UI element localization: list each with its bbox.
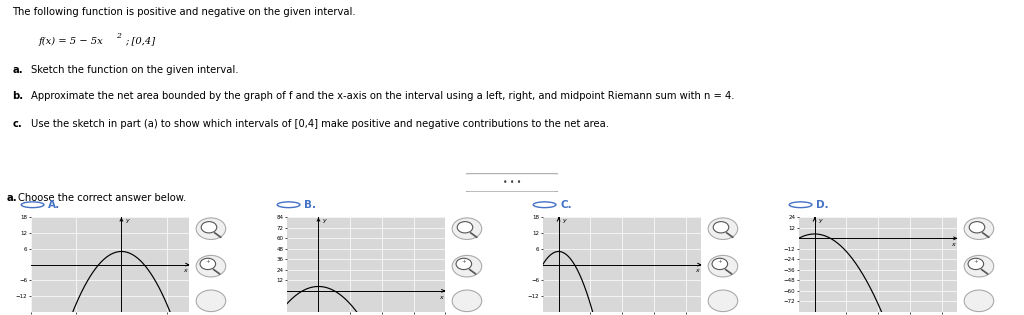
Text: y: y — [818, 218, 822, 223]
Circle shape — [790, 202, 812, 208]
Circle shape — [453, 218, 481, 239]
Circle shape — [709, 218, 737, 239]
Text: • • •: • • • — [503, 178, 521, 187]
Text: The following function is positive and negative on the given interval.: The following function is positive and n… — [12, 7, 356, 17]
Text: f(x) = 5 − 5x: f(x) = 5 − 5x — [39, 37, 103, 46]
Circle shape — [968, 258, 984, 270]
Text: Approximate the net area bounded by the graph of f and the x-axis on the interva: Approximate the net area bounded by the … — [31, 91, 734, 101]
Text: C.: C. — [560, 200, 572, 210]
Text: x: x — [695, 268, 698, 273]
Circle shape — [22, 202, 44, 208]
Circle shape — [709, 290, 737, 312]
Circle shape — [965, 218, 993, 239]
Circle shape — [197, 290, 225, 312]
Circle shape — [453, 290, 481, 312]
Circle shape — [458, 221, 473, 233]
Text: x: x — [439, 295, 442, 300]
Text: c.: c. — [12, 119, 23, 129]
Text: y: y — [562, 218, 566, 223]
FancyBboxPatch shape — [463, 174, 561, 192]
Text: D.: D. — [816, 200, 828, 210]
Circle shape — [712, 258, 728, 270]
Text: b.: b. — [12, 91, 24, 101]
Circle shape — [969, 221, 985, 233]
Circle shape — [201, 221, 217, 233]
Text: Sketch the function on the given interval.: Sketch the function on the given interva… — [31, 65, 239, 75]
Circle shape — [709, 255, 737, 277]
Text: Use the sketch in part (a) to show which intervals of [0,4] make positive and ne: Use the sketch in part (a) to show which… — [31, 119, 608, 129]
Text: Choose the correct answer below.: Choose the correct answer below. — [18, 193, 186, 203]
Circle shape — [965, 255, 993, 277]
Circle shape — [965, 290, 993, 312]
Text: ; [0,4]: ; [0,4] — [125, 37, 155, 46]
Text: a.: a. — [12, 65, 23, 75]
Circle shape — [278, 202, 300, 208]
Text: B.: B. — [304, 200, 316, 210]
Circle shape — [197, 255, 225, 277]
Text: x: x — [951, 242, 954, 247]
Text: a.: a. — [6, 193, 16, 203]
Circle shape — [453, 255, 481, 277]
Text: +: + — [462, 259, 466, 264]
Text: x: x — [183, 268, 186, 273]
Text: 2: 2 — [116, 32, 121, 40]
Text: y: y — [125, 218, 129, 223]
Text: y: y — [323, 218, 327, 223]
Circle shape — [456, 258, 472, 270]
Circle shape — [197, 218, 225, 239]
Text: +: + — [718, 259, 722, 264]
Text: +: + — [206, 259, 210, 264]
Circle shape — [200, 258, 216, 270]
Text: A.: A. — [48, 200, 60, 210]
Text: +: + — [974, 259, 978, 264]
Circle shape — [713, 221, 729, 233]
Circle shape — [534, 202, 556, 208]
